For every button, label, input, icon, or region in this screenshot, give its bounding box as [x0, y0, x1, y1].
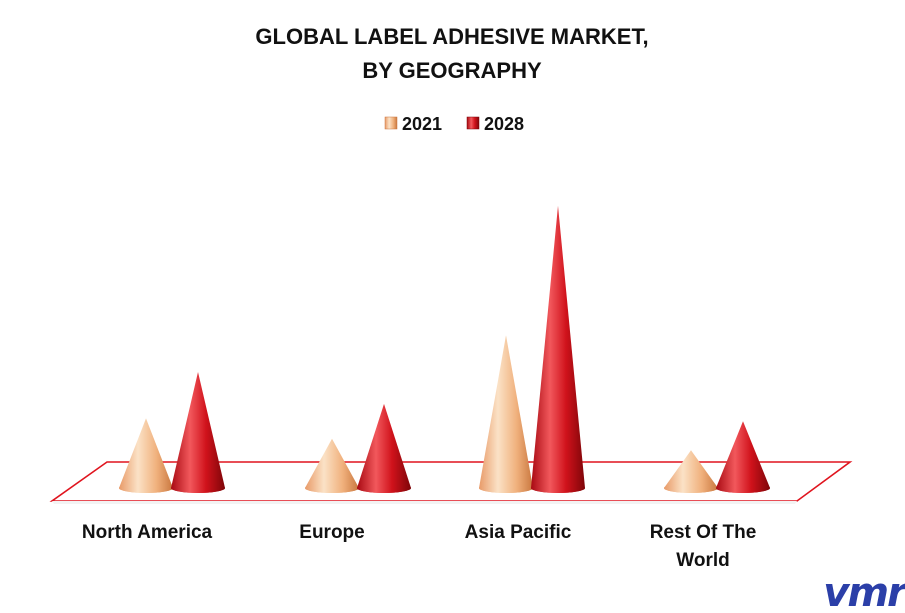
legend-swatch-2028: [466, 116, 480, 130]
legend-item-2021: 2021: [384, 114, 442, 134]
category-label-line: World: [676, 550, 729, 571]
category-label-line: Europe: [299, 522, 364, 543]
cone-body: [119, 418, 173, 493]
vmr-logo: vmr: [823, 570, 905, 613]
cones-layer: [119, 205, 770, 493]
category-label-line: North America: [82, 522, 213, 543]
legend-item-2028: 2028: [466, 114, 524, 134]
cone-rest-of-the-world-2021: [664, 450, 718, 493]
plot-floor: [49, 461, 853, 504]
category-label-line: Asia Pacific: [465, 522, 572, 543]
category-label-europe: Europe: [299, 522, 364, 543]
chart-title-line-2: BY GEOGRAPHY: [362, 58, 542, 83]
category-label-north-america: North America: [82, 522, 213, 543]
vmr-logo-text: vmr: [823, 570, 905, 613]
cone-asia-pacific-2028: [531, 205, 585, 493]
cone-europe-2028: [357, 403, 411, 493]
cone-asia-pacific-2021: [479, 335, 533, 493]
cone-body: [479, 335, 533, 493]
cone-europe-2021: [305, 438, 359, 493]
cone-body: [305, 438, 359, 493]
category-label-line: Rest Of The: [650, 522, 757, 543]
legend-swatch-2021: [384, 116, 398, 130]
legend-label-2028: 2028: [484, 114, 524, 134]
cone-body: [171, 372, 225, 493]
cone-rest-of-the-world-2028: [716, 421, 770, 493]
category-label-asia-pacific: Asia Pacific: [465, 522, 572, 543]
cone-body: [357, 403, 411, 493]
floor-shadow: [52, 501, 797, 504]
cone-north-america-2021: [119, 418, 173, 493]
legend-label-2021: 2021: [402, 114, 442, 134]
chart-title-line-1: GLOBAL LABEL ADHESIVE MARKET,: [255, 24, 648, 49]
legend: 2021 2028: [384, 114, 524, 134]
cone-body: [716, 421, 770, 493]
chart-title: GLOBAL LABEL ADHESIVE MARKET, BY GEOGRAP…: [255, 24, 648, 83]
category-labels: North America Europe Asia Pacific Rest Of T…: [82, 522, 756, 571]
cone-body: [531, 205, 585, 493]
category-label-rest-of-the-world: Rest Of The World: [650, 522, 757, 571]
cone-north-america-2028: [171, 372, 225, 493]
cone-body: [664, 450, 718, 493]
